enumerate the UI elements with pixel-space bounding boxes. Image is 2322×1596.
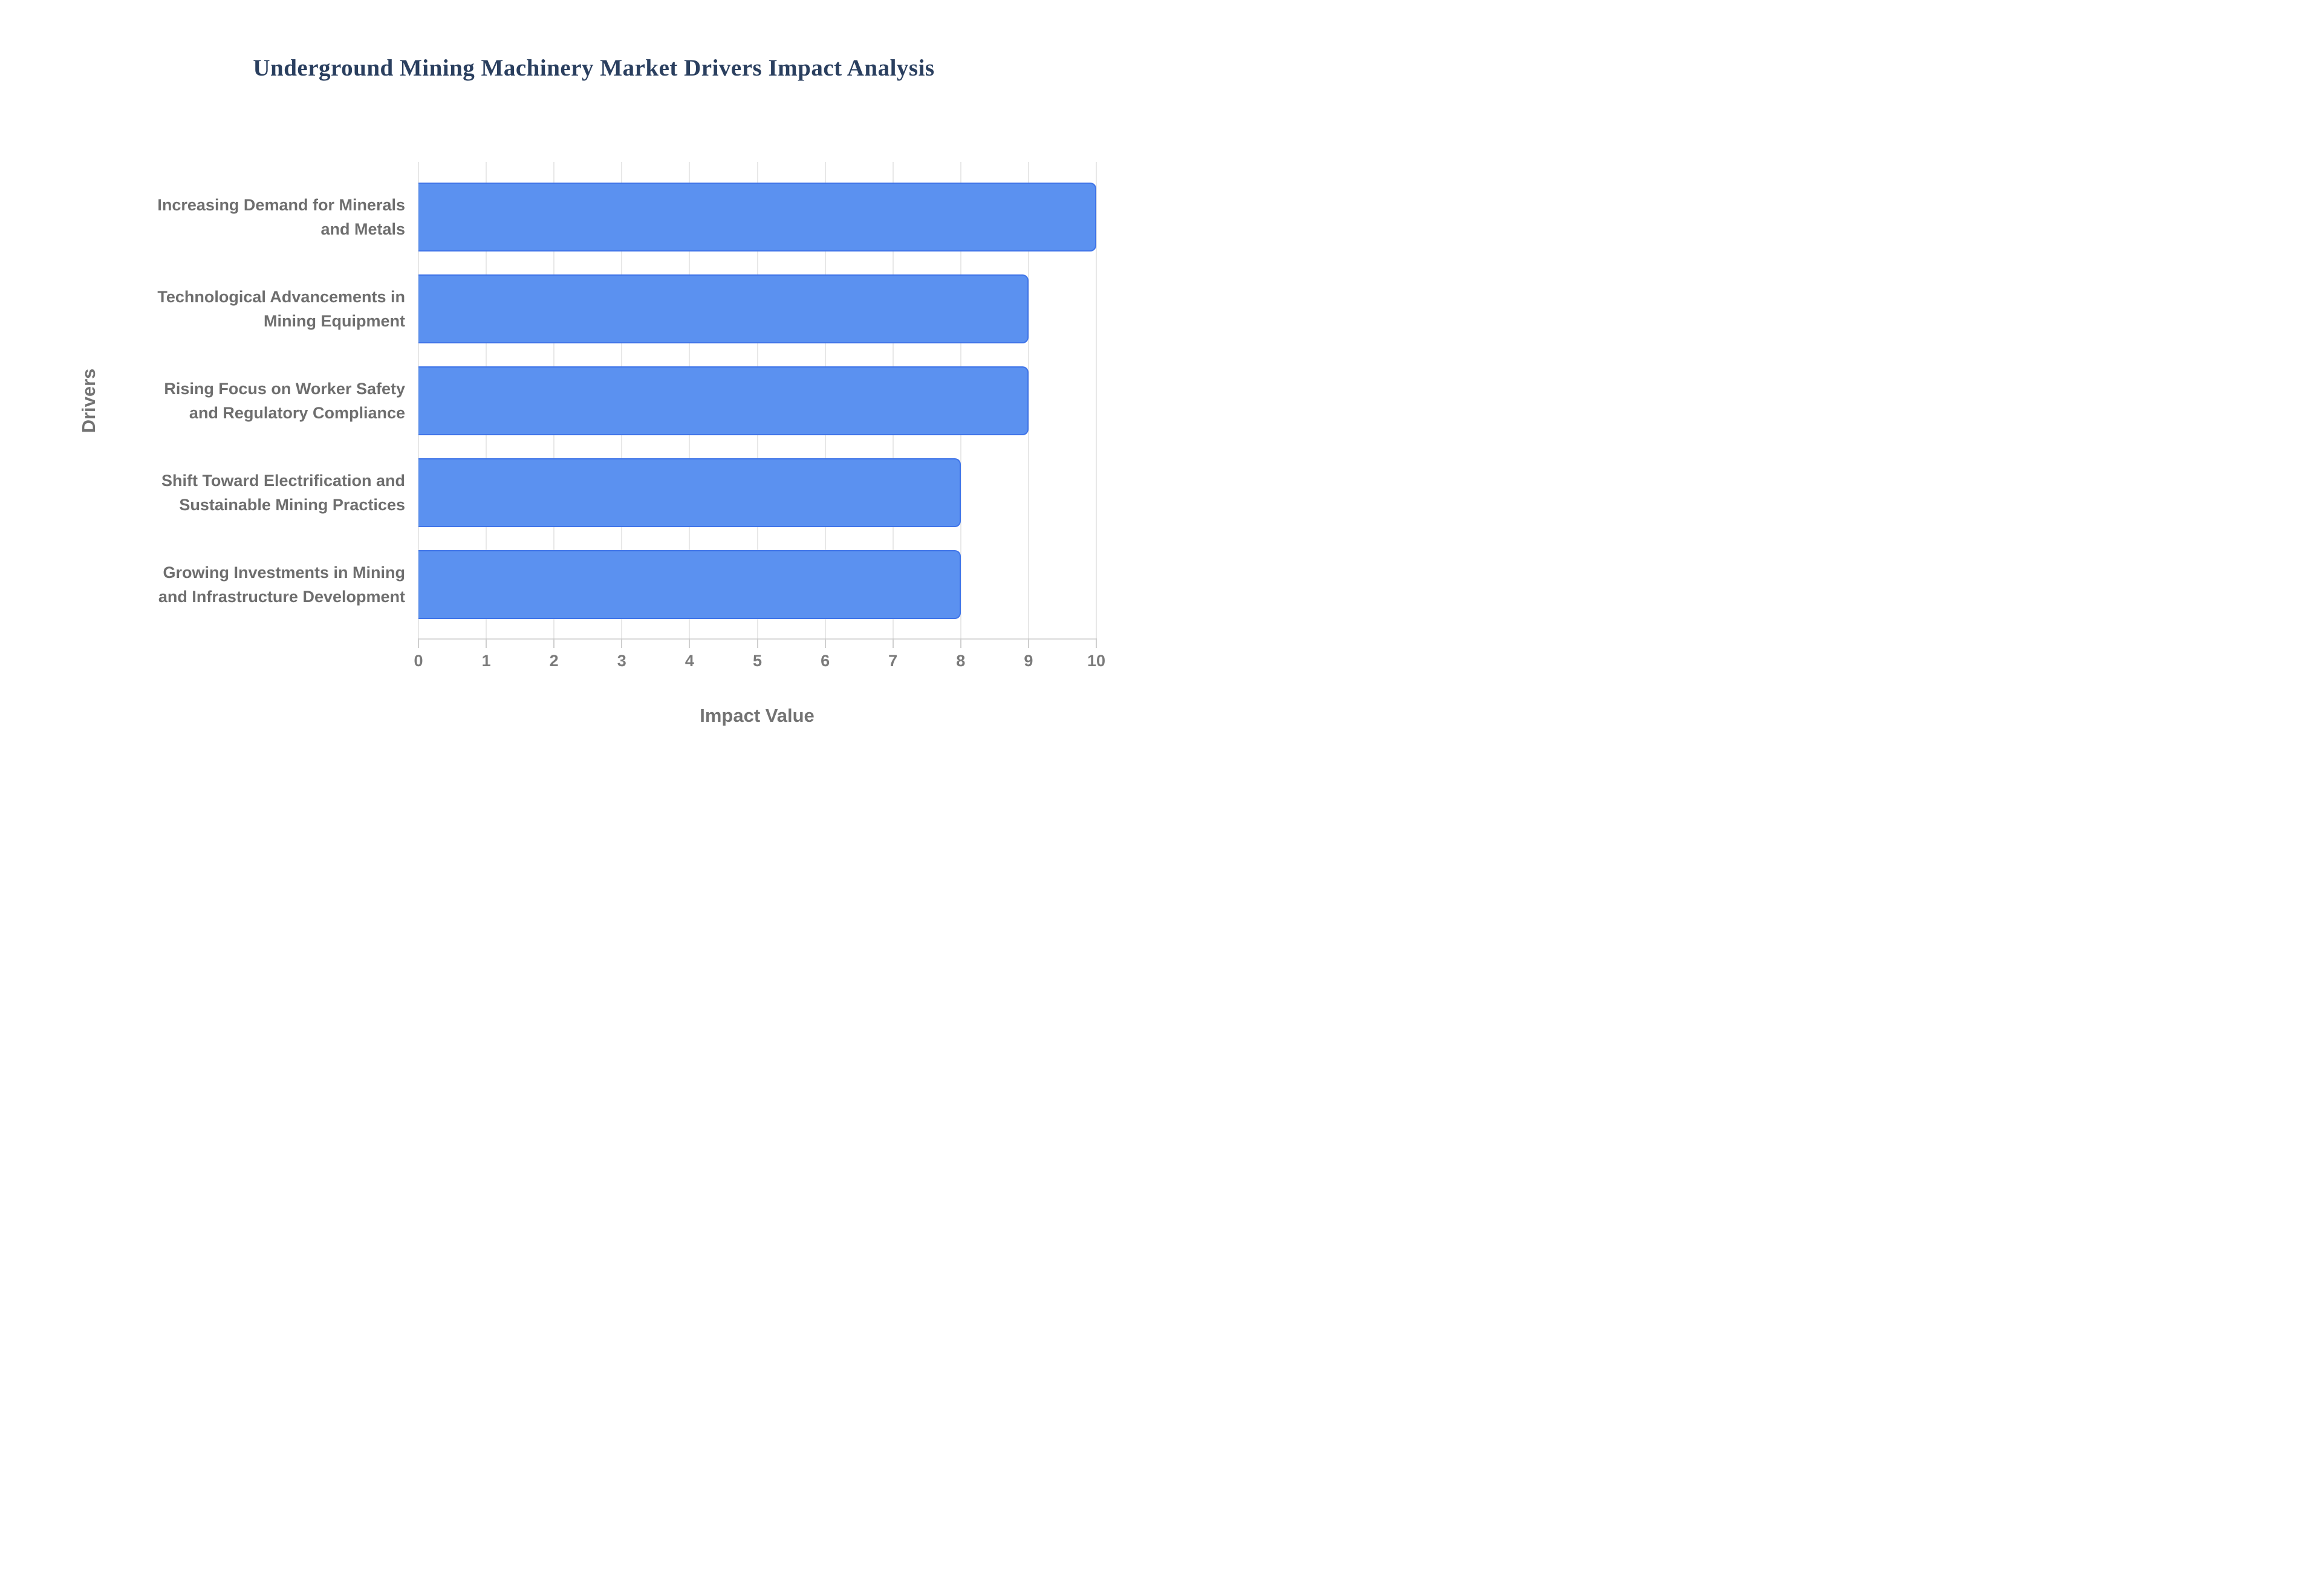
tick-mark-x-3 — [621, 638, 623, 648]
x-tick-label-3: 3 — [617, 652, 626, 670]
tick-mark-x-2 — [553, 638, 555, 648]
x-axis-title: Impact Value — [700, 705, 815, 726]
x-tick-label-5: 5 — [752, 652, 763, 670]
x-tick-label-4: 4 — [685, 652, 694, 670]
bar-1 — [418, 274, 1029, 343]
x-tick-label-1: 1 — [481, 652, 491, 670]
bar-3 — [418, 458, 961, 527]
category-label-4: Growing Investments in Mining and Infras… — [158, 563, 405, 606]
x-tick-label-9: 9 — [1024, 652, 1033, 670]
bar-4 — [418, 550, 961, 619]
gridline-x-9 — [1027, 162, 1029, 638]
x-tick-label-6: 6 — [821, 652, 830, 670]
x-tick-label-0: 0 — [414, 652, 423, 670]
tick-mark-x-4 — [689, 638, 691, 648]
category-label-0: Increasing Demand for Minerals and Metal… — [157, 196, 405, 238]
category-label-2: Rising Focus on Worker Safety and Regula… — [164, 380, 405, 422]
y-axis-title: Drivers — [78, 368, 99, 433]
bar-chart-figure: Underground Mining Machinery Market Driv… — [0, 0, 1161, 798]
tick-mark-x-7 — [892, 638, 894, 648]
x-tick-label-10: 10 — [1087, 652, 1106, 670]
tick-mark-x-1 — [486, 638, 487, 648]
tick-mark-x-5 — [756, 638, 758, 648]
bar-0 — [418, 183, 1096, 251]
tick-mark-x-10 — [1096, 638, 1097, 648]
gridline-x-10 — [1096, 162, 1097, 638]
x-tick-label-8: 8 — [956, 652, 966, 670]
x-tick-label-2: 2 — [549, 652, 559, 670]
tick-mark-x-6 — [824, 638, 826, 648]
x-tick-label-7: 7 — [888, 652, 898, 670]
category-label-3: Shift Toward Electrification and Sustain… — [161, 472, 405, 514]
category-label-1: Technological Advancements in Mining Equ… — [157, 288, 405, 330]
chart-title: Underground Mining Machinery Market Driv… — [253, 55, 935, 81]
tick-mark-x-0 — [418, 638, 419, 648]
bar-2 — [418, 366, 1029, 435]
tick-mark-x-9 — [1027, 638, 1029, 648]
tick-mark-x-8 — [960, 638, 961, 648]
plot-area — [418, 162, 1097, 648]
